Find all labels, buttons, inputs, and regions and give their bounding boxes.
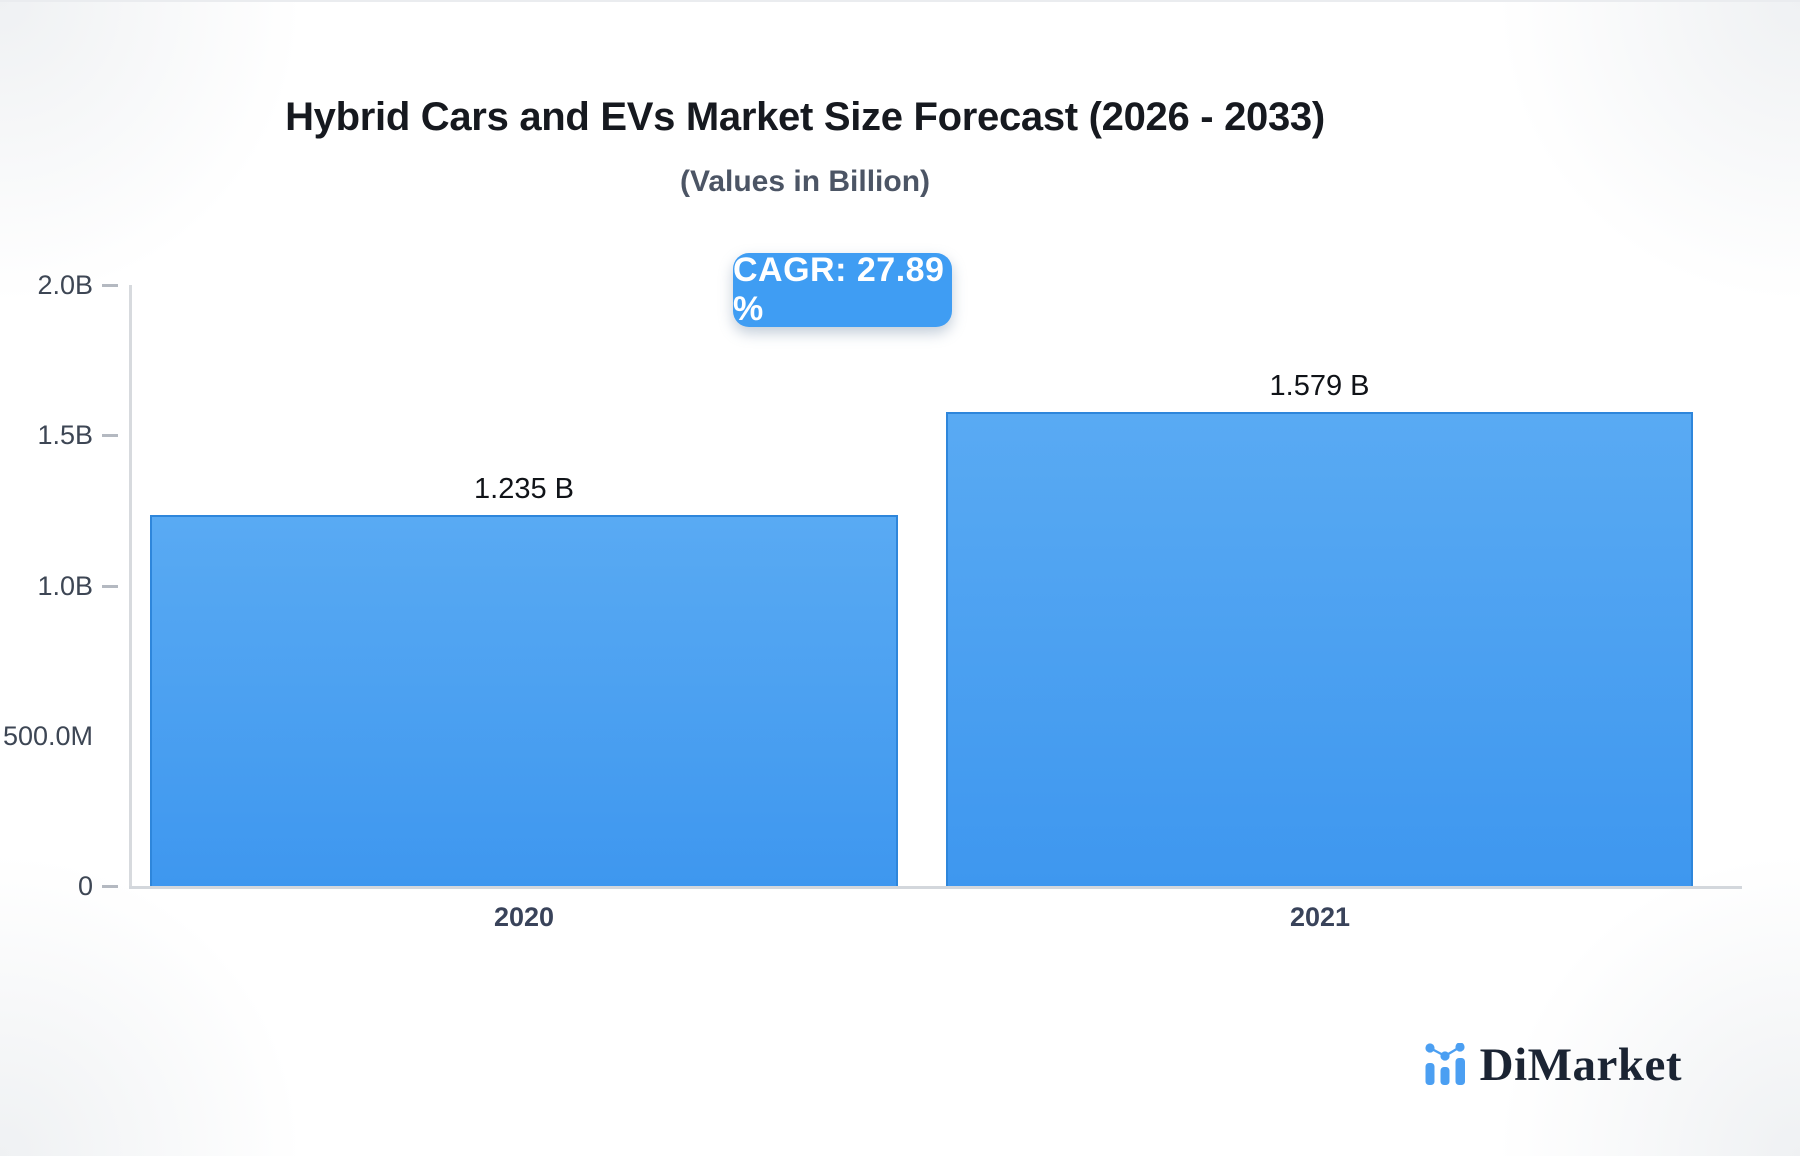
bar-value-label: 1.235 B: [474, 473, 574, 505]
x-axis-label-2020: 2020: [493, 902, 555, 932]
bar-2020[interactable]: [150, 515, 898, 886]
y-tick-label: 1.0B: [37, 570, 93, 601]
y-tick-dash: [102, 283, 118, 287]
chart-title: Hybrid Cars and EVs Market Size Forecast…: [285, 95, 1325, 139]
logo-wordmark: DiMarket: [1479, 1038, 1682, 1091]
y-axis-line: [129, 285, 132, 889]
y-tick-dash: [102, 884, 118, 888]
y-tick-dash: [102, 584, 118, 588]
dimarket-logo[interactable]: DiMarket: [1425, 1038, 1682, 1091]
x-axis-line: [129, 886, 1742, 889]
bar-value-label: 1.579 B: [1269, 370, 1370, 402]
y-axis-tick: 500.0M: [0, 720, 118, 752]
y-axis-tick: 1.5B: [0, 419, 118, 451]
y-axis-tick: 0: [0, 870, 118, 902]
y-tick-dash: [102, 433, 118, 437]
bar-chart-trend-icon: [1425, 1043, 1465, 1085]
bar-2021[interactable]: [946, 412, 1693, 886]
y-tick-label: 0: [77, 870, 93, 901]
y-axis-tick: 1.0B: [0, 570, 118, 602]
cagr-badge: CAGR: 27.89 %: [733, 251, 952, 328]
y-tick-label: 1.5B: [37, 419, 93, 450]
chart-subtitle: (Values in Billion): [679, 165, 931, 198]
page-top-border: [0, 0, 1800, 2]
y-axis-tick: 2.0B: [0, 269, 118, 301]
y-tick-label: 2.0B: [37, 269, 93, 300]
y-tick-label: 500.0M: [2, 720, 93, 751]
cagr-badge-label: CAGR: 27.89 %: [733, 251, 945, 328]
x-axis-label-2021: 2021: [1289, 902, 1351, 932]
